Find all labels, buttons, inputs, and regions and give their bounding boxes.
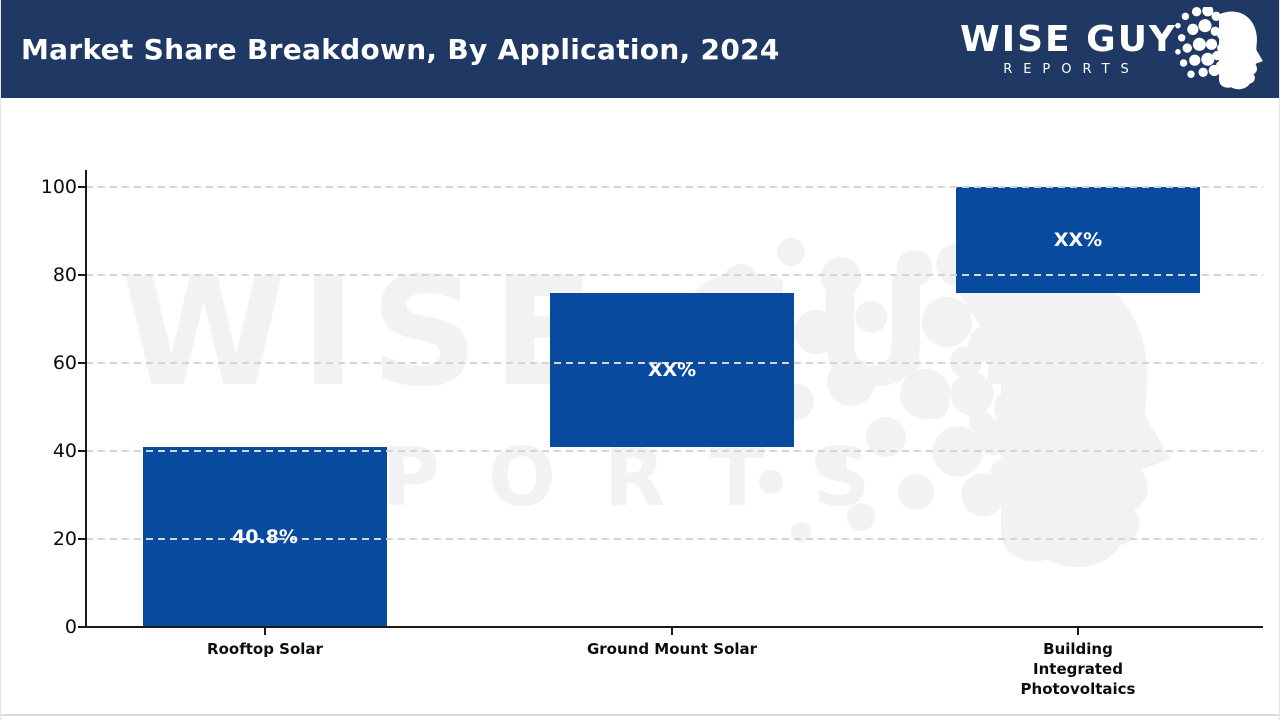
brand-face-icon <box>1175 7 1263 90</box>
y-tick-mark <box>78 274 85 276</box>
bar <box>550 293 794 448</box>
y-tick-mark <box>78 538 85 540</box>
y-tick-mark <box>78 626 85 628</box>
gridline <box>86 274 1263 276</box>
x-tick-mark <box>671 628 673 635</box>
category-label: Ground Mount Solar <box>586 640 758 658</box>
y-tick-label: 20 <box>52 528 77 550</box>
y-tick-label: 60 <box>52 352 77 374</box>
gridline <box>86 538 1263 540</box>
gridline <box>86 362 1263 364</box>
y-tick-mark <box>78 186 85 188</box>
bottom-divider <box>1 714 1279 716</box>
y-tick-label: 0 <box>64 616 77 638</box>
y-tick-label: 100 <box>40 176 77 198</box>
y-tick-label: 80 <box>52 264 77 286</box>
bar <box>143 447 387 627</box>
page-title: Market Share Breakdown, By Application, … <box>21 32 780 66</box>
x-tick-mark <box>264 628 266 635</box>
y-axis <box>85 170 87 628</box>
brand-sub-label: REPORTS <box>1003 61 1140 77</box>
x-axis <box>85 626 1263 628</box>
y-tick-label: 40 <box>52 440 77 462</box>
x-tick-mark <box>1077 628 1079 635</box>
category-label: Building Integrated Photovoltaics <box>1020 640 1136 698</box>
brand-logo-text: WISE GUY REPORTS <box>959 18 1177 77</box>
brand-wordmark: WISE GUY <box>959 18 1177 60</box>
y-tick-mark <box>78 362 85 364</box>
gridline <box>86 450 1263 452</box>
header: Market Share Breakdown, By Application, … <box>1 0 1279 98</box>
brand-logo: WISE GUY REPORTS <box>960 7 1267 91</box>
y-tick-mark <box>78 450 85 452</box>
gridline <box>86 186 1263 188</box>
bar <box>956 187 1200 294</box>
category-label: Rooftop Solar <box>207 640 323 658</box>
